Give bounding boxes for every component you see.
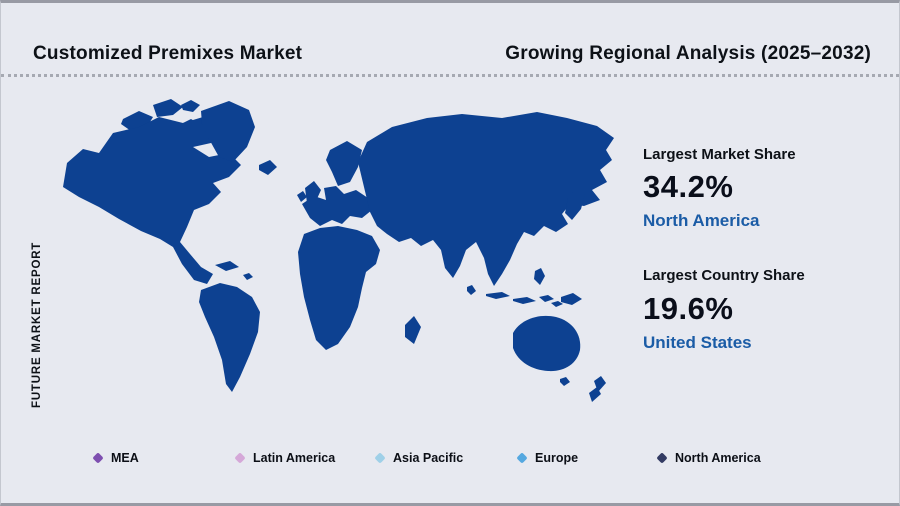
legend-label: MEA	[111, 451, 139, 465]
legend-dot-icon	[516, 452, 528, 464]
market-share-label: Largest Market Share	[643, 146, 796, 163]
legend-item-mea: MEA	[92, 451, 139, 465]
legend-item-latin-america: Latin America	[234, 451, 336, 465]
legend-dot-icon	[374, 452, 386, 464]
legend-label: Latin America	[253, 451, 336, 465]
world-map-landmass	[63, 99, 614, 402]
legend-dot-icon	[92, 452, 104, 464]
legend-item-asia-pacific: Asia Pacific	[374, 451, 464, 465]
legend-dot-icon	[656, 452, 668, 464]
legend-item-europe: Europe	[516, 451, 579, 465]
dotted-separator	[1, 74, 899, 77]
market-share-value: 34.2%	[643, 169, 734, 204]
country-share-value: 19.6%	[643, 291, 734, 326]
page-subtitle: Growing Regional Analysis (2025–2032)	[505, 43, 871, 64]
country-share-region: United States	[643, 333, 752, 352]
world-map-svg	[63, 99, 614, 402]
legend-label: North America	[675, 451, 761, 465]
legend-dot-icon	[234, 452, 246, 464]
legend-item-north-america: North America	[656, 451, 761, 465]
legend-label: Asia Pacific	[393, 451, 464, 465]
country-share-label: Largest Country Share	[643, 267, 805, 284]
page-title: Customized Premixes Market	[33, 43, 303, 64]
market-share-region: North America	[643, 211, 760, 230]
world-map	[61, 91, 626, 451]
legend-label: Europe	[535, 451, 579, 465]
brand-vertical-label: FUTURE MARKET REPORT	[31, 241, 43, 408]
